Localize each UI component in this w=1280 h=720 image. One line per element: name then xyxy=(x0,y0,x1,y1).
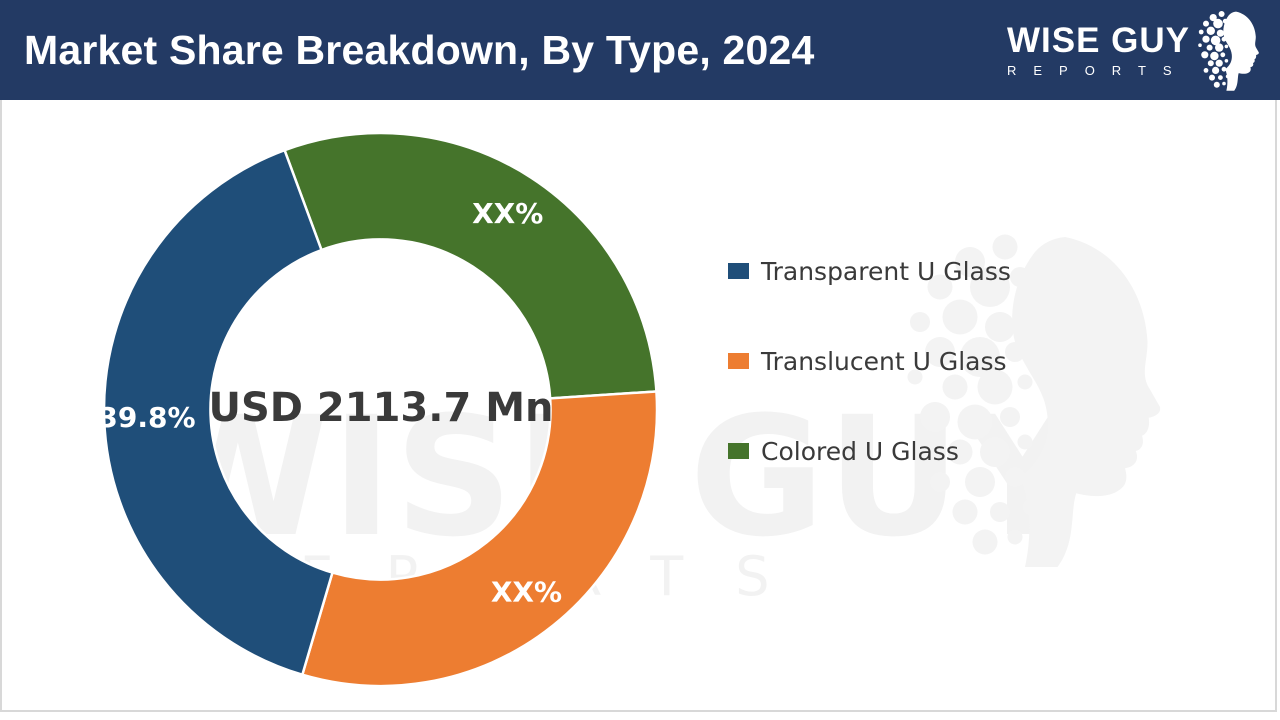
page-title: Market Share Breakdown, By Type, 2024 xyxy=(24,26,815,73)
header-bar: Market Share Breakdown, By Type, 2024 WI… xyxy=(0,0,1280,100)
donut-slice-translucent-u-glass xyxy=(300,390,659,688)
logo-face-icon xyxy=(1198,11,1259,91)
logo-brand-text: WISE GUY xyxy=(1006,21,1190,60)
donut-slice-transparent-u-glass xyxy=(102,148,334,677)
legend: Transparent U Glass Translucent U Glass … xyxy=(728,256,1011,466)
logo-reports-text: REPORTS xyxy=(1006,63,1189,78)
legend-item-transparent-u-glass: Transparent U Glass xyxy=(728,256,1011,286)
slice-label-colored-u-glass: XX% xyxy=(472,197,543,230)
donut-slice-colored-u-glass xyxy=(282,131,658,400)
donut-chart: XX% XX% 39.8% xyxy=(98,131,659,688)
legend-swatch-transparent-u-glass xyxy=(728,263,749,279)
chart-center-value: USD 2113.7 Mn xyxy=(208,385,554,431)
legend-item-colored-u-glass: Colored U Glass xyxy=(728,436,1011,466)
legend-label-colored-u-glass: Colored U Glass xyxy=(761,436,959,466)
legend-swatch-colored-u-glass xyxy=(728,443,749,459)
logo-text-block: WISE GUY REPORTS xyxy=(1007,23,1190,77)
legend-label-transparent-u-glass: Transparent U Glass xyxy=(761,256,1011,286)
legend-swatch-translucent-u-glass xyxy=(728,353,749,369)
legend-label-translucent-u-glass: Translucent U Glass xyxy=(761,346,1007,376)
wiseguy-logo: WISE GUY REPORTS xyxy=(1007,8,1266,92)
slice-label-translucent-u-glass: XX% xyxy=(491,575,562,608)
legend-item-translucent-u-glass: Translucent U Glass xyxy=(728,346,1011,376)
slice-label-transparent-u-glass: 39.8% xyxy=(98,401,195,434)
